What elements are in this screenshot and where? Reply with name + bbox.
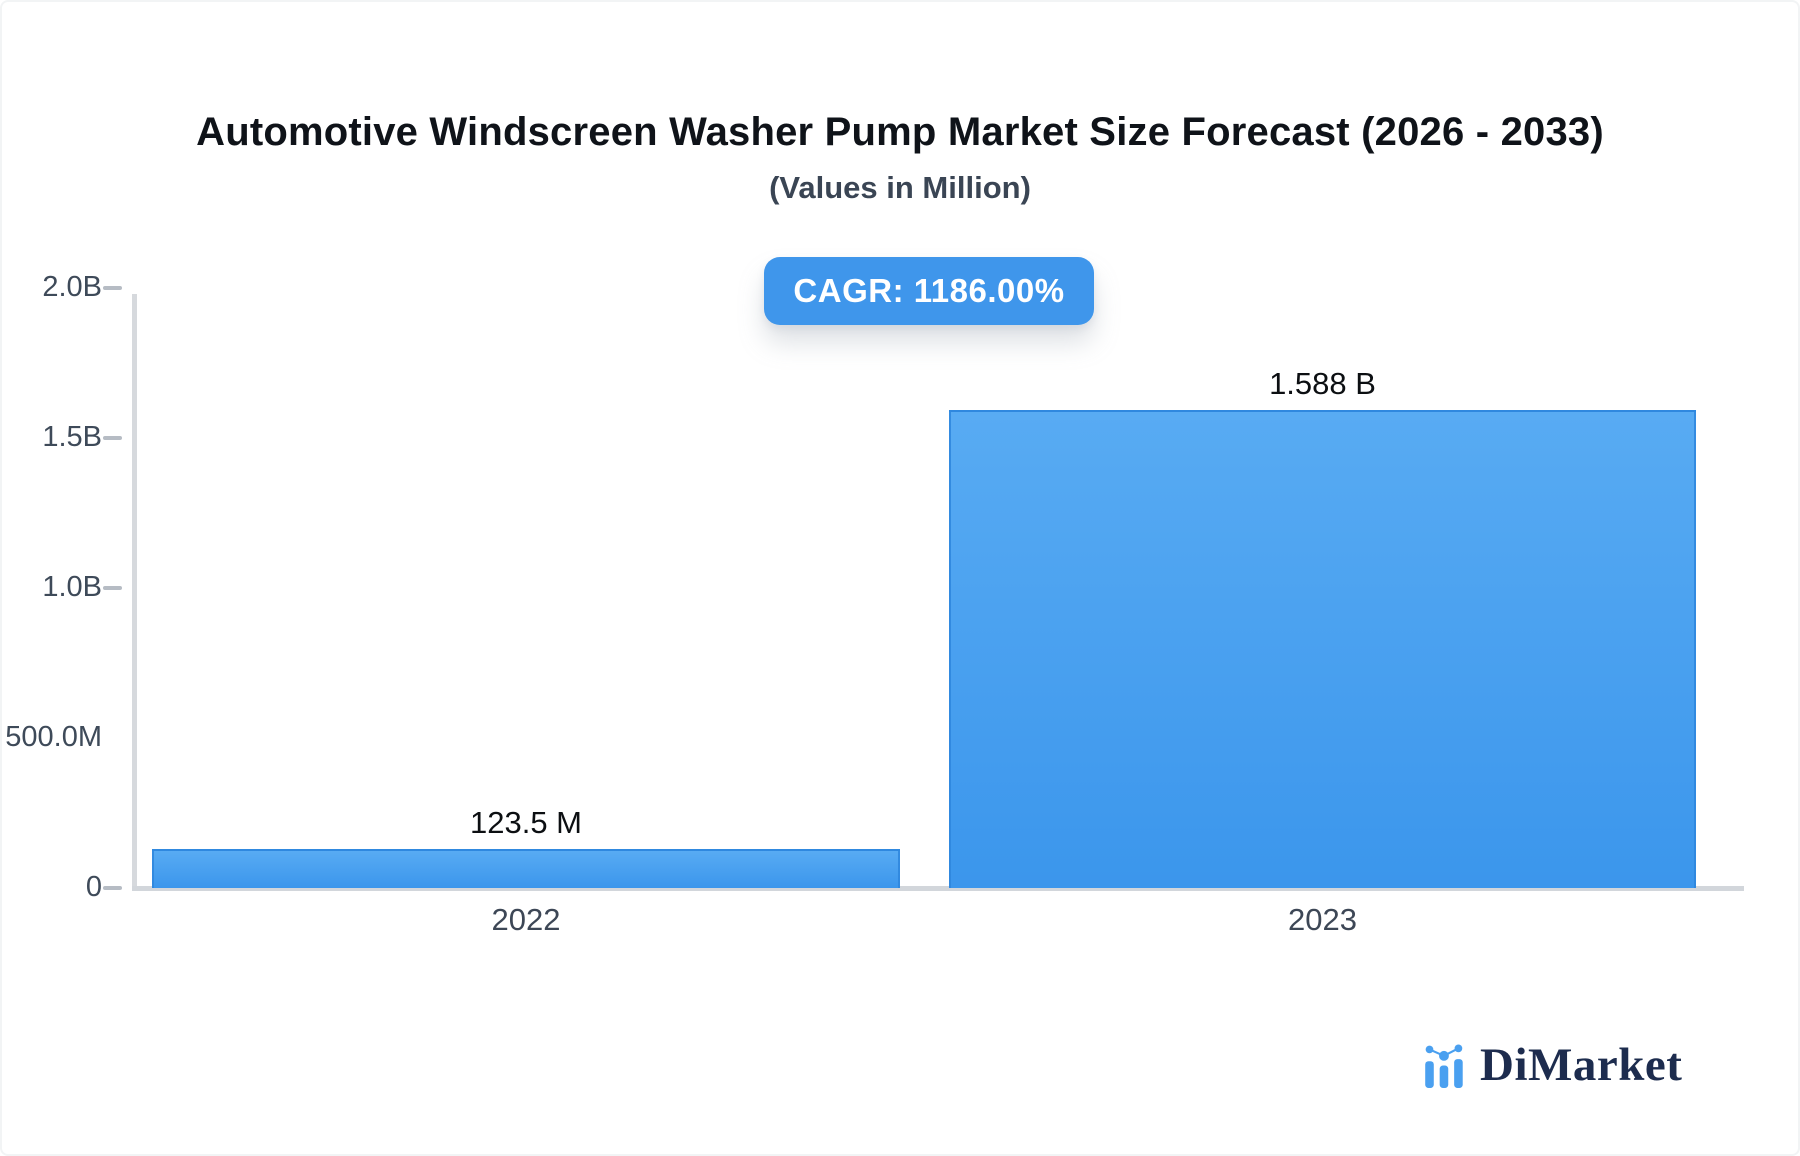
- bar-value-label: 123.5 M: [469, 804, 582, 840]
- y-axis-tick-label: 2.0B: [42, 271, 102, 303]
- chart-subtitle: (Values in Million): [769, 170, 1031, 205]
- bar-value-label: 1.588 B: [1269, 365, 1376, 401]
- brand-logo: DiMarket: [1422, 1042, 1682, 1089]
- y-axis-tick-label: 1.0B: [42, 571, 102, 603]
- y-axis-tick-label: 500.0M: [5, 721, 102, 753]
- y-axis-tick-mark: [103, 586, 122, 590]
- y-axis-tick-mark: [103, 436, 122, 440]
- data-bar[interactable]: [152, 848, 900, 888]
- chart-title: Automotive Windscreen Washer Pump Market…: [196, 110, 1604, 154]
- y-axis-line: [132, 294, 137, 889]
- y-axis-tick-label: 1.5B: [42, 421, 102, 453]
- x-axis-category-label: 2022: [491, 902, 561, 937]
- x-axis-line: [132, 886, 1744, 891]
- brand-name: DiMarket: [1480, 1039, 1683, 1091]
- y-axis-tick-mark: [103, 886, 122, 890]
- cagr-badge: CAGR: 1186.00%: [764, 257, 1094, 325]
- data-bar[interactable]: [949, 409, 1696, 888]
- y-axis-tick-label: 0: [85, 871, 102, 903]
- y-axis-tick-mark: [103, 286, 122, 290]
- mini-bar-chart-icon: [1425, 1044, 1463, 1088]
- x-axis-category-label: 2023: [1288, 902, 1357, 937]
